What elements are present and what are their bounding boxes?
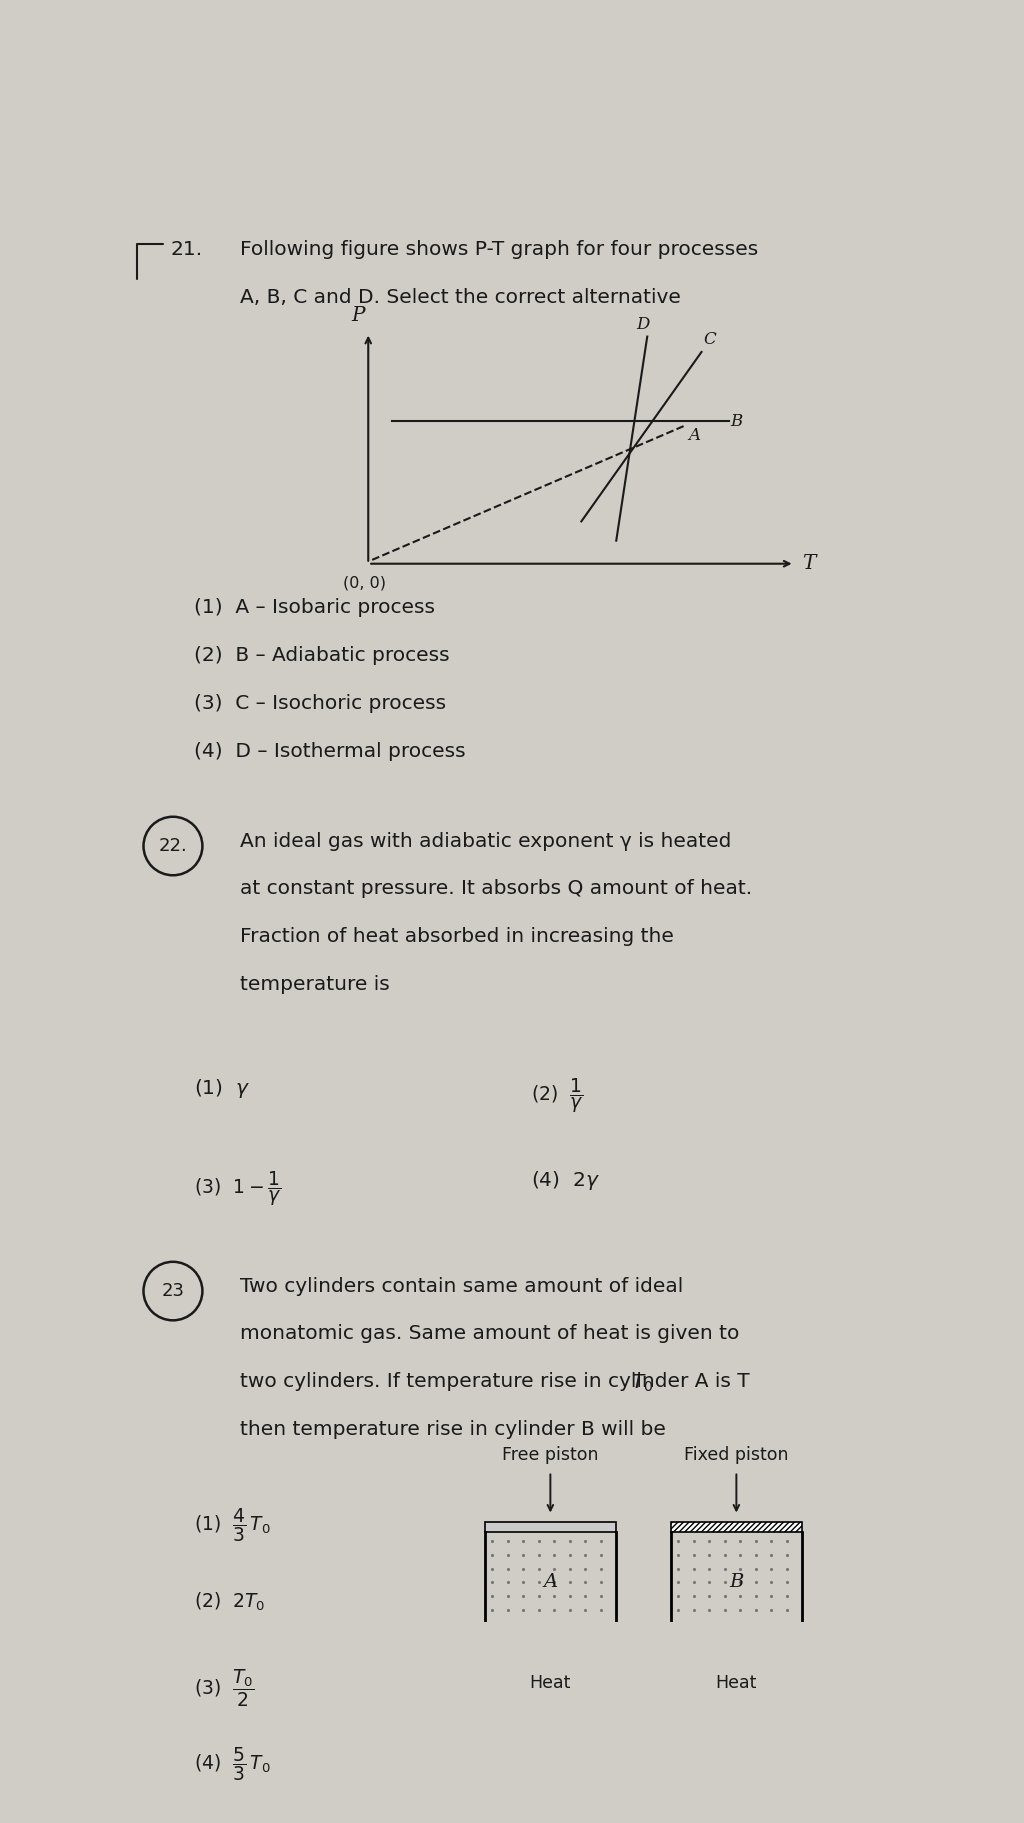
Text: Heat: Heat — [716, 1674, 757, 1692]
Text: C: C — [703, 332, 717, 348]
Text: $T_0$: $T_0$ — [631, 1373, 653, 1393]
Text: (4)  D – Isothermal process: (4) D – Isothermal process — [194, 742, 466, 760]
Text: A: A — [544, 1573, 557, 1591]
Text: at constant pressure. It absorbs Q amount of heat.: at constant pressure. It absorbs Q amoun… — [241, 879, 753, 899]
Text: Following figure shows P-T graph for four processes: Following figure shows P-T graph for fou… — [241, 241, 759, 259]
Text: P: P — [351, 306, 365, 324]
Text: 21.: 21. — [171, 241, 203, 259]
Text: (1)  $\gamma$: (1) $\gamma$ — [194, 1077, 250, 1099]
Text: Heat: Heat — [529, 1674, 571, 1692]
Text: B: B — [729, 1573, 743, 1591]
Text: Fixed piston: Fixed piston — [684, 1446, 788, 1464]
Text: (4)  $\dfrac{5}{3}\,T_0$: (4) $\dfrac{5}{3}\,T_0$ — [194, 1745, 270, 1783]
Text: B: B — [730, 412, 742, 430]
Text: (2)  $2T_0$: (2) $2T_0$ — [194, 1591, 265, 1613]
Text: (3)  $\dfrac{T_0}{2}$: (3) $\dfrac{T_0}{2}$ — [194, 1668, 255, 1708]
Text: T: T — [802, 554, 816, 572]
Text: then temperature rise in cylinder B will be: then temperature rise in cylinder B will… — [241, 1420, 667, 1438]
Bar — [671, 1522, 802, 1531]
Text: An ideal gas with adiabatic exponent γ is heated: An ideal gas with adiabatic exponent γ i… — [241, 831, 732, 851]
Text: D: D — [637, 315, 650, 334]
Text: 22.: 22. — [159, 837, 187, 855]
Text: Two cylinders contain same amount of ideal: Two cylinders contain same amount of ide… — [241, 1276, 684, 1296]
Text: (3)  C – Isochoric process: (3) C – Isochoric process — [194, 695, 446, 713]
Text: Fraction of heat absorbed in increasing the: Fraction of heat absorbed in increasing … — [241, 928, 674, 946]
Text: A: A — [688, 427, 700, 445]
Bar — [484, 1522, 616, 1531]
Text: temperature is: temperature is — [241, 975, 390, 994]
Text: two cylinders. If temperature rise in cylinder A is T: two cylinders. If temperature rise in cy… — [241, 1373, 750, 1391]
Text: A, B, C and D. Select the correct alternative: A, B, C and D. Select the correct altern… — [241, 288, 681, 306]
Text: (3)  $1-\dfrac{1}{\gamma}$: (3) $1-\dfrac{1}{\gamma}$ — [194, 1169, 282, 1209]
Text: (2)  $\dfrac{1}{\gamma}$: (2) $\dfrac{1}{\gamma}$ — [531, 1077, 584, 1116]
Text: (4)  $2\gamma$: (4) $2\gamma$ — [531, 1169, 600, 1192]
Text: Free piston: Free piston — [502, 1446, 599, 1464]
Text: monatomic gas. Same amount of heat is given to: monatomic gas. Same amount of heat is gi… — [241, 1325, 739, 1344]
Text: (1)  $\dfrac{4}{3}\,T_0$: (1) $\dfrac{4}{3}\,T_0$ — [194, 1506, 270, 1544]
Text: (2)  B – Adiabatic process: (2) B – Adiabatic process — [194, 645, 450, 665]
Text: (1)  A – Isobaric process: (1) A – Isobaric process — [194, 598, 435, 618]
Text: 23: 23 — [162, 1282, 184, 1300]
Text: (0, 0): (0, 0) — [343, 576, 386, 591]
